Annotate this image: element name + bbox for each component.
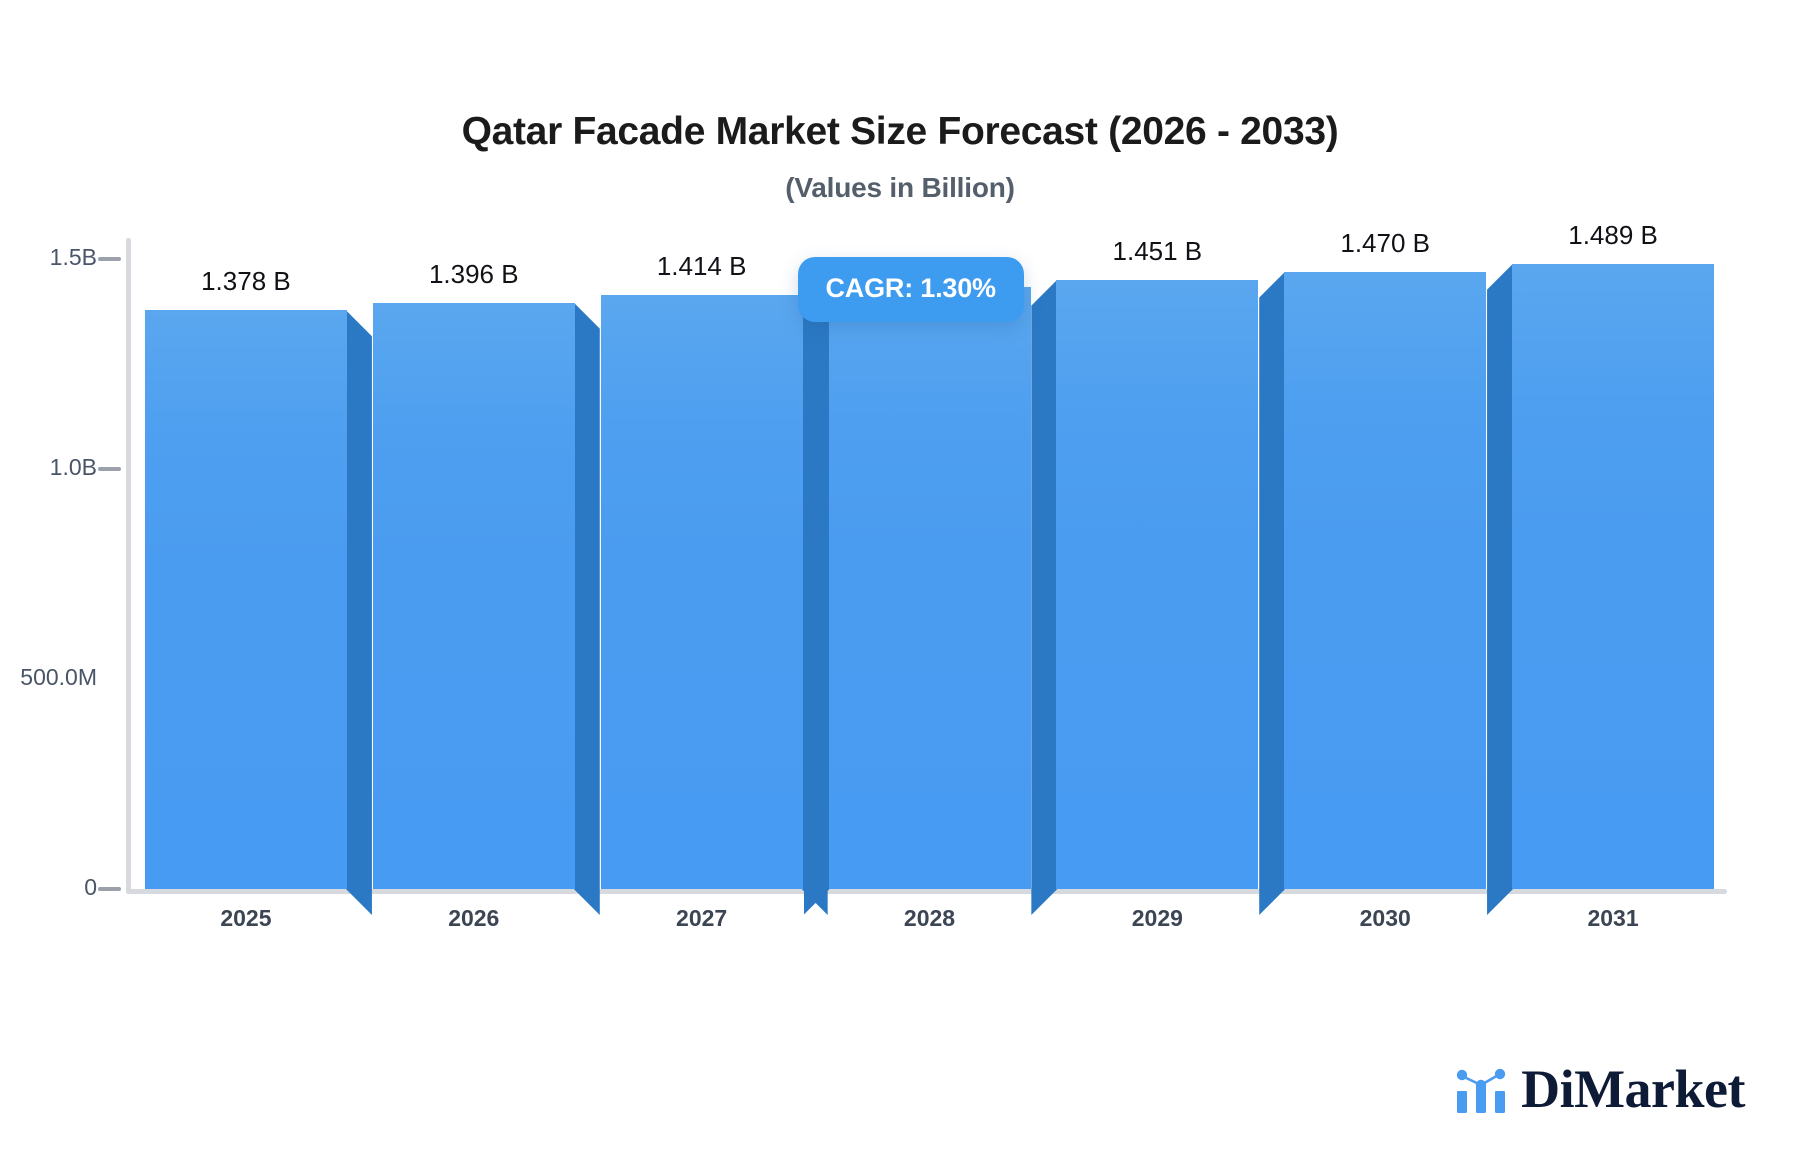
bar-value-label: 1.378 B: [201, 266, 291, 297]
bar-2027[interactable]: [600, 295, 828, 915]
x-axis-tick-label: 2031: [1587, 905, 1639, 931]
x-axis-tick-label: 2027: [676, 905, 728, 931]
bar-value-label: 1.451 B: [1112, 235, 1203, 266]
y-axis-tick-label: 0: [84, 874, 97, 900]
x-axis-tick-label: 2026: [448, 905, 500, 931]
y-axis-tick-mark: [98, 467, 121, 471]
bar-value-label: 1.396 B: [428, 258, 519, 289]
x-axis-tick-label: 2025: [220, 905, 272, 931]
bar-2026[interactable]: [372, 302, 600, 915]
bar-2025[interactable]: [144, 310, 372, 915]
bar-side-face: [1259, 271, 1286, 915]
x-axis-tick-label: 2029: [1131, 905, 1183, 931]
bar-front-face: [144, 310, 347, 889]
y-axis-tick-label: 1.5B: [49, 244, 97, 270]
bar-front-face: [828, 287, 1031, 889]
bar-value-label: 1.470 B: [1340, 227, 1431, 258]
y-axis-spine: [126, 238, 131, 894]
bar-side-face: [1031, 279, 1058, 915]
bar-2031[interactable]: [1487, 263, 1715, 915]
y-axis-tick-label: 500.0M: [20, 664, 97, 690]
bar-value-label: 1.489 B: [1568, 219, 1658, 250]
x-axis-spine: [126, 889, 1727, 894]
bar-2029[interactable]: [1031, 279, 1259, 915]
bar-front-face: [372, 302, 575, 889]
bar-chart-icon: [1456, 1068, 1506, 1113]
cagr-badge: CAGR: 1.30%: [797, 257, 1024, 322]
chart-title: Qatar Facade Market Size Forecast (2026 …: [461, 110, 1339, 153]
bar-2028[interactable]: [803, 287, 1031, 915]
bar-side-face: [573, 302, 600, 915]
bar-2030[interactable]: [1259, 271, 1487, 915]
y-axis-tick-mark: [98, 887, 121, 891]
y-axis-tick-label: 1.0B: [49, 454, 97, 480]
chart-subtitle: (Values in Billion): [785, 172, 1015, 203]
bar-side-face: [345, 310, 372, 915]
bar-front-face: [600, 295, 803, 889]
bar-front-face: [1512, 263, 1715, 889]
bar-value-label: 1.414 B: [656, 251, 747, 282]
x-axis-tick-label: 2028: [903, 905, 956, 931]
bar-side-face: [1487, 263, 1514, 915]
x-axis-tick-label: 2030: [1359, 905, 1411, 931]
brand-logo: DiMarket: [1453, 1062, 1745, 1116]
brand-name: DiMarket: [1521, 1059, 1745, 1119]
bar-front-face: [1284, 271, 1487, 889]
bar-front-face: [1056, 279, 1259, 889]
bar-side-face: [803, 287, 830, 915]
y-axis-tick-mark: [98, 257, 121, 261]
